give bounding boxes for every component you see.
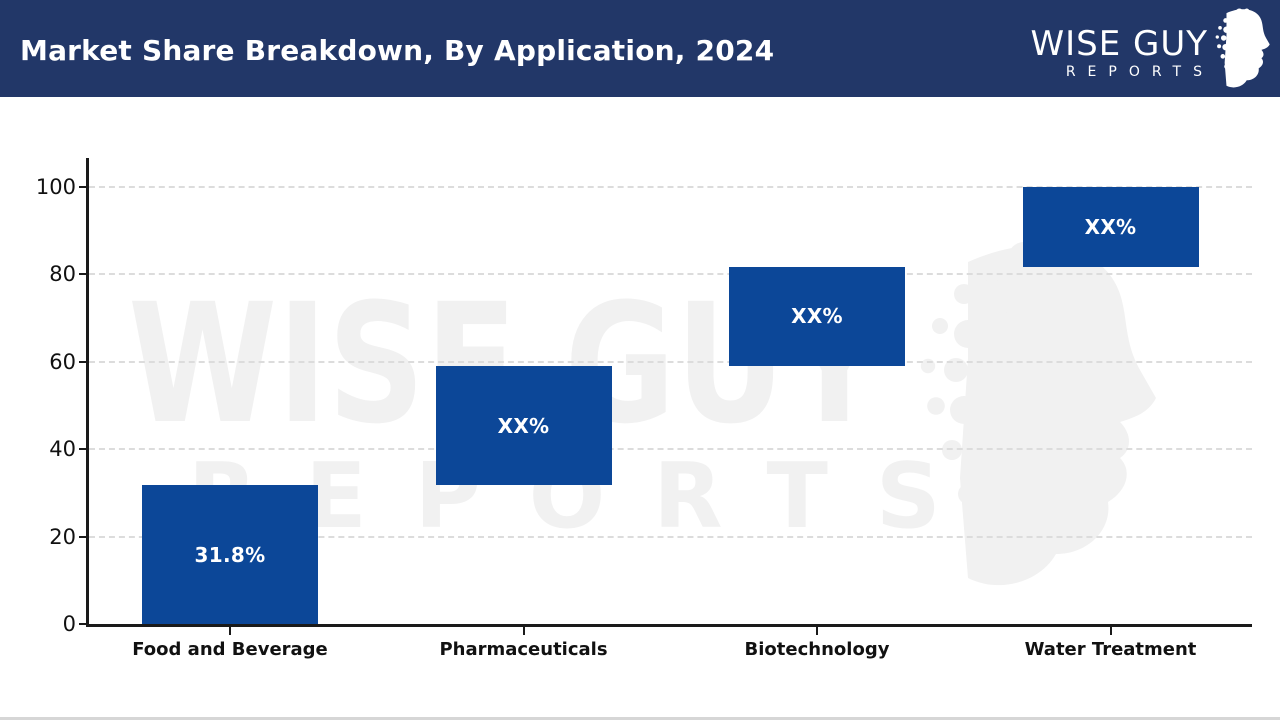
x-axis-spine xyxy=(86,624,1252,627)
x-tick-mark-2 xyxy=(522,627,525,635)
x-axis-label: Water Treatment xyxy=(1024,639,1197,660)
y-axis-tick-label: 40 xyxy=(49,437,76,462)
y-axis-tick-label: 20 xyxy=(49,524,76,549)
y-axis-tick-label: 60 xyxy=(49,349,76,374)
page-title: Market Share Breakdown, By Application, … xyxy=(20,34,775,67)
watermark-head-logo xyxy=(920,242,1156,586)
x-tick-mark-4 xyxy=(1109,627,1112,635)
brand-logo: WISE GUY REPORTS xyxy=(1030,0,1280,97)
bottom-divider xyxy=(0,717,1280,720)
watermark-text-wiseguy: WISE GUY xyxy=(128,268,884,460)
y-axis-tick-label: 0 xyxy=(62,612,76,636)
x-axis-label: Pharmaceuticals xyxy=(439,639,608,660)
brand-head-icon xyxy=(1215,8,1270,88)
x-axis-label: Biotechnology xyxy=(744,639,890,660)
brand-logo-subtitle: REPORTS xyxy=(1065,64,1214,80)
y-axis-tick-label: 80 xyxy=(49,262,76,287)
x-axis-label: Food and Beverage xyxy=(132,639,328,660)
brand-logo-wordmark: WISE GUY xyxy=(1030,24,1208,64)
y-axis-tick-label: 100 xyxy=(35,175,76,199)
y-axis-spine xyxy=(86,158,89,627)
header-bar: Market Share Breakdown, By Application, … xyxy=(0,0,1280,97)
x-tick-mark-3 xyxy=(816,627,818,635)
gridline-100 xyxy=(89,186,1252,188)
x-tick-mark-1 xyxy=(229,627,231,635)
